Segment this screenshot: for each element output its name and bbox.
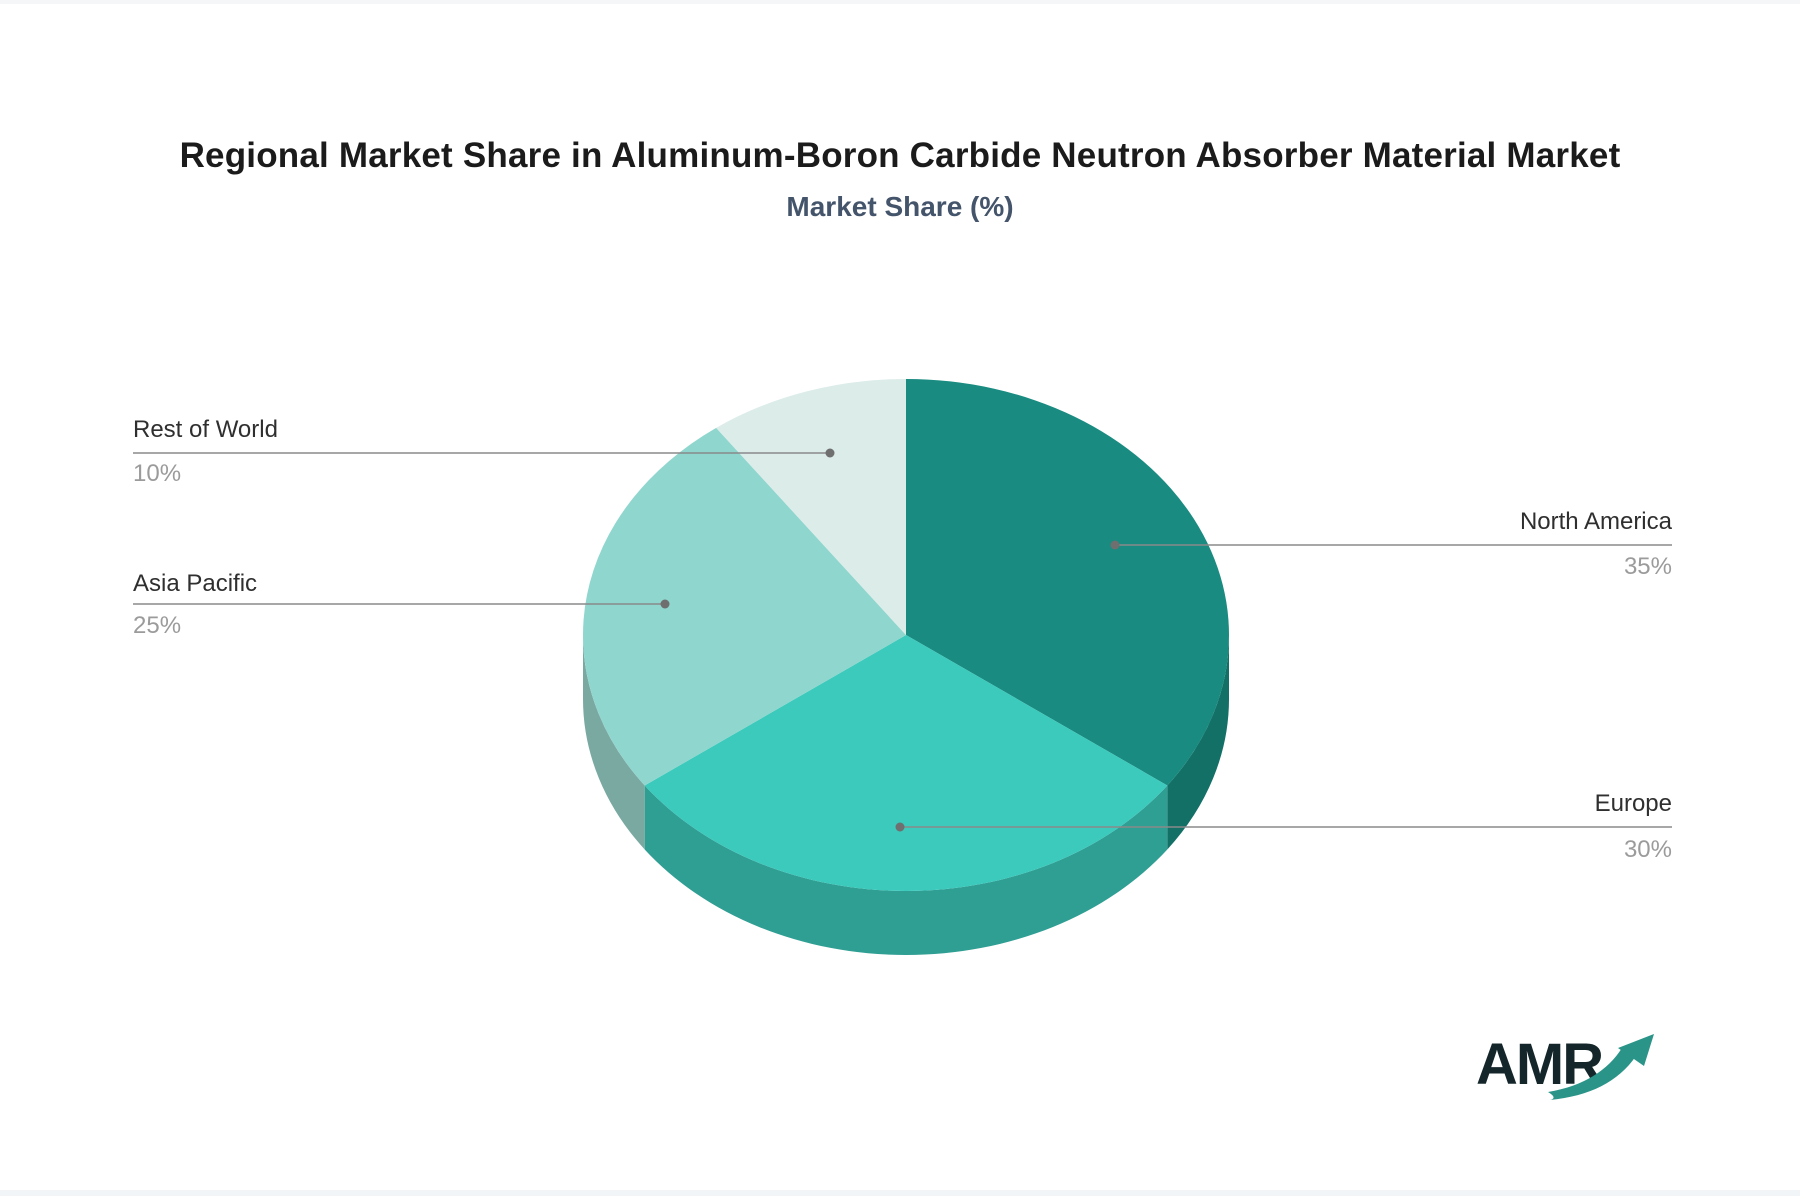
pie-slice-north-america: [906, 379, 1229, 786]
bottom-border-strip: [0, 1190, 1800, 1196]
growth-arrow-icon: [1548, 1034, 1654, 1100]
slice-value-asia-pacific: 25%: [133, 612, 182, 639]
growth-arrow-head: [1618, 1034, 1654, 1066]
leader-dot-asia-pacific: [660, 599, 670, 609]
pie-slice-side-europe: [644, 785, 1168, 955]
pie-slice-rest-of-world: [716, 379, 906, 635]
top-border-strip: [0, 0, 1800, 4]
slice-value-rest-of-world: 10%: [133, 460, 182, 487]
leader-lines: [133, 448, 1672, 832]
leader-dot-rest-of-world: [825, 448, 835, 458]
slice-value-europe: 30%: [1623, 836, 1672, 863]
slice-label-asia-pacific: Asia Pacific: [133, 570, 258, 597]
chart-title: Regional Market Share in Aluminum-Boron …: [179, 136, 1621, 175]
slice-value-north-america: 35%: [1623, 553, 1672, 580]
slice-label-europe: Europe: [1594, 790, 1672, 817]
pie-slice-side-asia-pacific: [583, 635, 645, 850]
pie-slice-asia-pacific: [583, 427, 906, 786]
amr-logo: AMR: [1476, 1034, 1676, 1114]
growth-arrow-swoosh: [1548, 1048, 1636, 1100]
slice-label-rest-of-world: Rest of World: [133, 416, 278, 443]
slice-label-north-america: North America: [1519, 508, 1672, 535]
chart-subtitle: Market Share (%): [786, 191, 1014, 222]
leader-dot-north-america: [1110, 540, 1120, 550]
pie-slice-side-north-america: [1167, 635, 1229, 850]
leader-dot-europe: [895, 822, 905, 832]
pie-chart: [583, 379, 1229, 955]
